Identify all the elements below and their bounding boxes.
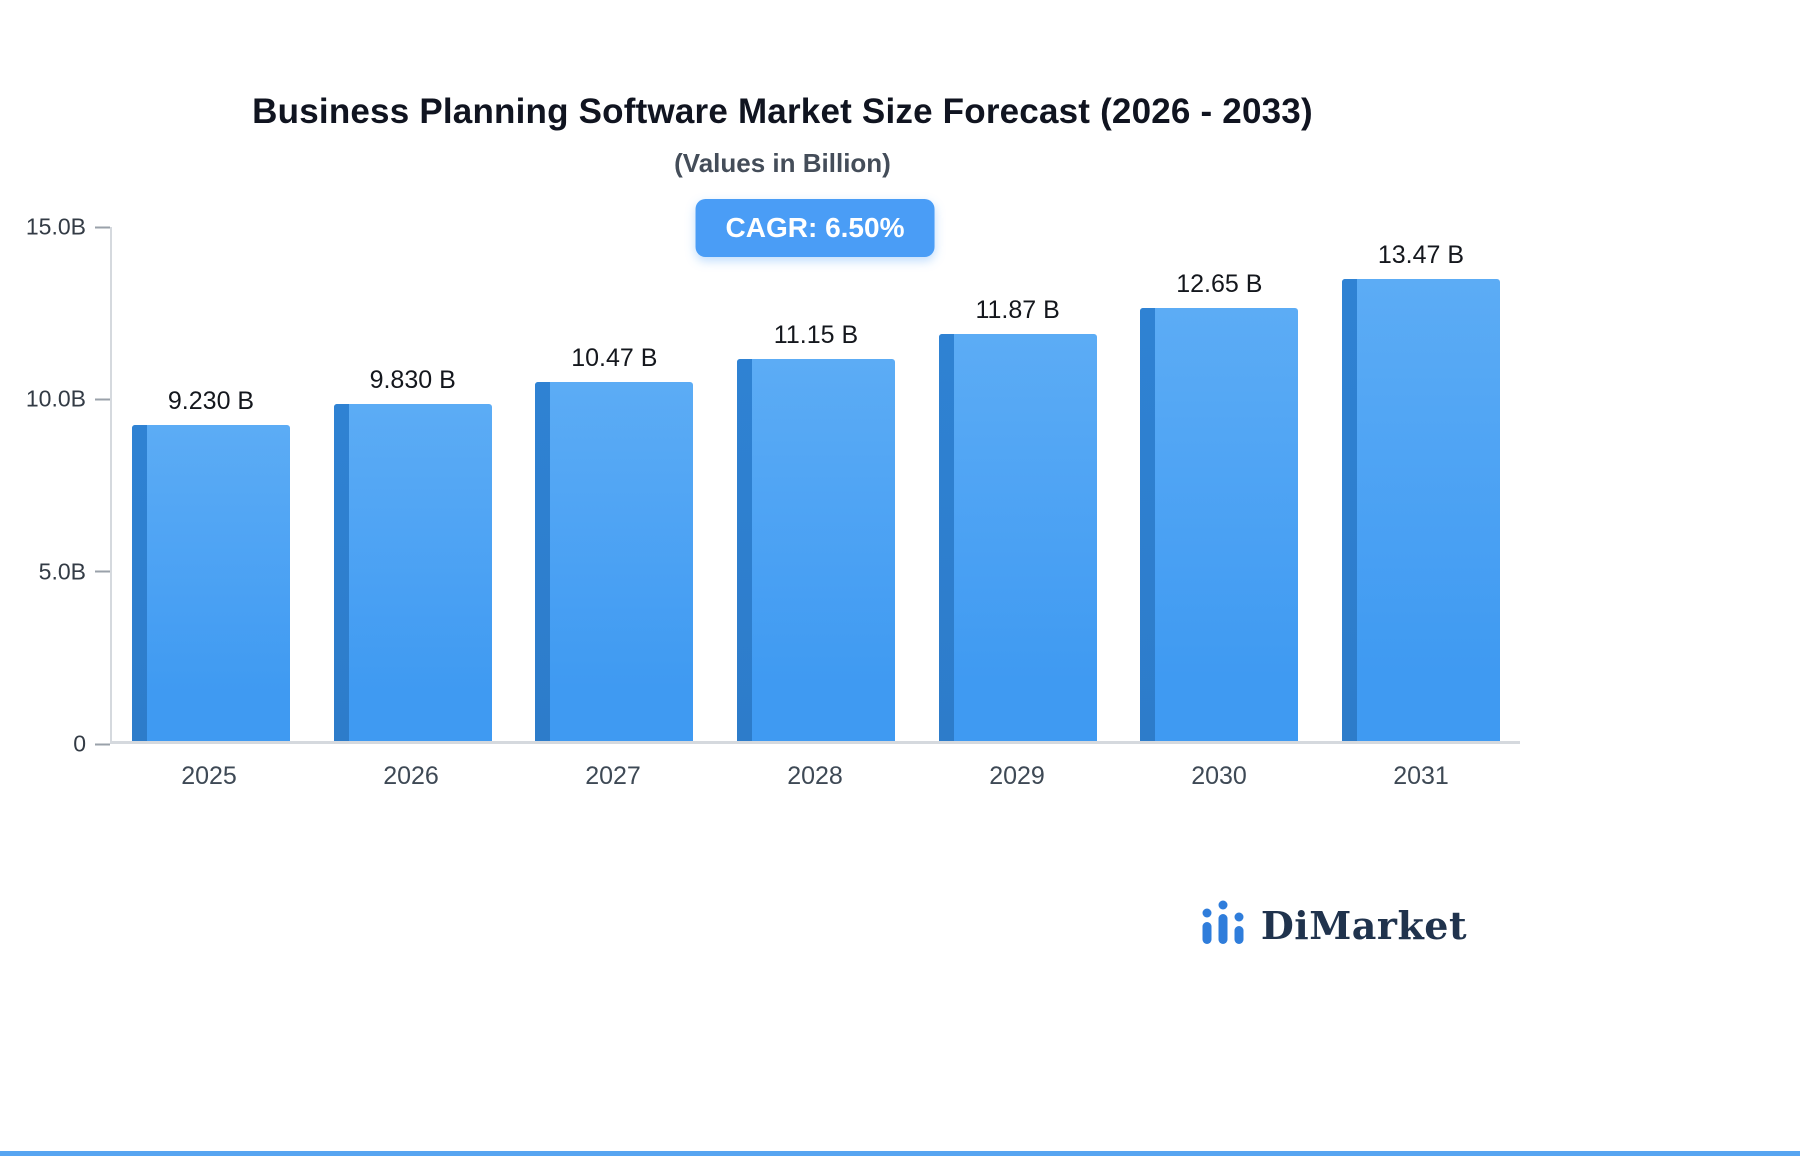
bar-value-label: 9.230 B (167, 386, 255, 415)
bar-value-label: 9.830 B (369, 366, 456, 395)
y-axis-tick: 0 (73, 731, 110, 758)
cagr-badge: CAGR: 6.50% (695, 199, 935, 257)
chart-card: Business Planning Software Market Size F… (0, 92, 1800, 1156)
x-axis-tick-label: 2026 (383, 762, 439, 790)
bar (535, 382, 694, 741)
x-axis-tick-label: 2029 (989, 762, 1045, 790)
y-axis: 15.0B 10.0B 5.0B 0 (0, 214, 110, 757)
bar-value-label: 11.87 B (975, 296, 1060, 325)
x-axis-tick-label: 2031 (1393, 762, 1449, 790)
bar-column: 11.15 B (736, 227, 895, 742)
bar (132, 424, 290, 742)
bar (1341, 279, 1500, 741)
bottom-accent-line (0, 1151, 1800, 1156)
bar (333, 404, 492, 741)
x-axis-labels: 2025 2026 2027 2028 2029 2030 2031 (110, 762, 1520, 791)
y-axis-tick-label: 10.0B (25, 385, 86, 412)
brand-name: DiMarket (1260, 903, 1467, 948)
bar-value-label: 10.47 B (571, 344, 658, 373)
plot-columns: 9.230 B 9.830 B 10.47 B 11.15 B 11.87 B 12.65… (112, 227, 1520, 742)
x-axis-tick-label: 2027 (585, 762, 641, 790)
bar (1140, 307, 1299, 742)
bar-column: 12.65 B (1140, 227, 1299, 742)
y-axis-tick-mark (95, 398, 110, 401)
y-axis-tick-label: 15.0B (25, 213, 86, 240)
x-axis-tick-label: 2025 (181, 762, 237, 790)
page-title: Business Planning Software Market Size F… (252, 92, 1313, 131)
bar-column: 13.47 B (1341, 227, 1500, 741)
plot-area: 9.230 B 9.830 B 10.47 B 11.15 B 11.87 B 12.65… (110, 227, 1520, 744)
y-axis-tick-mark (95, 226, 110, 228)
x-axis-tick-label: 2028 (787, 762, 843, 790)
y-axis-tick: 15.0B (26, 214, 110, 241)
bar (736, 358, 895, 742)
bar-value-label: 12.65 B (1176, 269, 1263, 298)
bar-chart-logo-icon (1199, 900, 1247, 951)
bar-value-label: 11.15 B (773, 320, 859, 349)
bar-column: 10.47 B (535, 227, 694, 741)
y-axis-tick-label: 5.0B (38, 558, 86, 585)
bar-column: 11.87 B (938, 227, 1097, 741)
bar-column: 9.830 B (333, 227, 492, 741)
y-axis-tick: 5.0B (39, 558, 110, 585)
page-subtitle: (Values in Billion) (674, 148, 891, 178)
x-axis-tick-label: 2030 (1191, 762, 1247, 790)
y-axis-tick-mark (95, 570, 110, 573)
y-axis-tick-mark (95, 743, 110, 745)
brand-logo: DiMarket (1199, 900, 1467, 951)
chart-wrapper: CAGR: 6.50% 15.0B 10.0B 5.0B 0 9.230 B 9.830… (0, 199, 1565, 791)
bar (938, 334, 1097, 741)
y-axis-tick: 10.0B (26, 386, 110, 413)
bar-value-label: 13.47 B (1377, 241, 1465, 270)
y-axis-tick-label: 0 (73, 730, 86, 757)
bar-column: 9.230 B (132, 227, 290, 742)
bar-chart: 15.0B 10.0B 5.0B 0 9.230 B 9.830 B 10.47 B 11.… (0, 214, 1565, 757)
